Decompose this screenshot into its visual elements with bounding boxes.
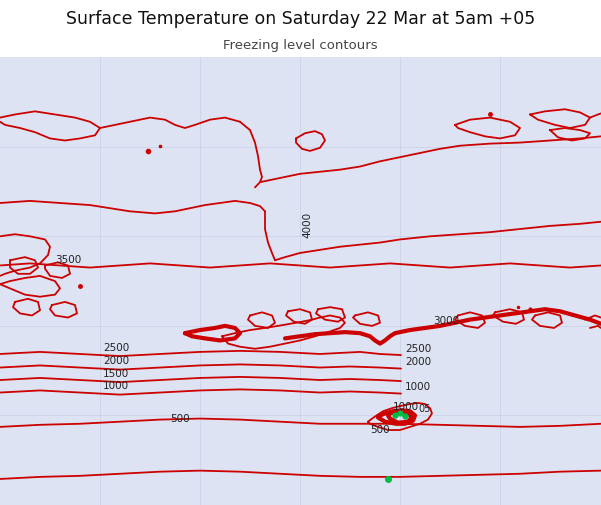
Text: 500: 500 — [170, 413, 190, 423]
Text: 1000: 1000 — [393, 401, 419, 412]
Text: 2500: 2500 — [103, 342, 129, 352]
Text: 2000: 2000 — [405, 357, 431, 367]
Text: 1000: 1000 — [103, 381, 129, 390]
Text: 2500: 2500 — [405, 343, 432, 353]
Text: 1000: 1000 — [405, 382, 431, 391]
Text: Freezing level contours: Freezing level contours — [223, 39, 378, 52]
Text: 500: 500 — [370, 424, 389, 434]
Text: 1500: 1500 — [103, 368, 129, 378]
Text: 3500: 3500 — [55, 255, 81, 265]
Text: Surface Temperature on Saturday 22 Mar at 5am +05: Surface Temperature on Saturday 22 Mar a… — [66, 10, 535, 28]
Text: 4000: 4000 — [302, 212, 312, 238]
Text: 05: 05 — [418, 403, 430, 414]
Text: 2000: 2000 — [103, 356, 129, 366]
Text: 3000: 3000 — [433, 315, 459, 325]
